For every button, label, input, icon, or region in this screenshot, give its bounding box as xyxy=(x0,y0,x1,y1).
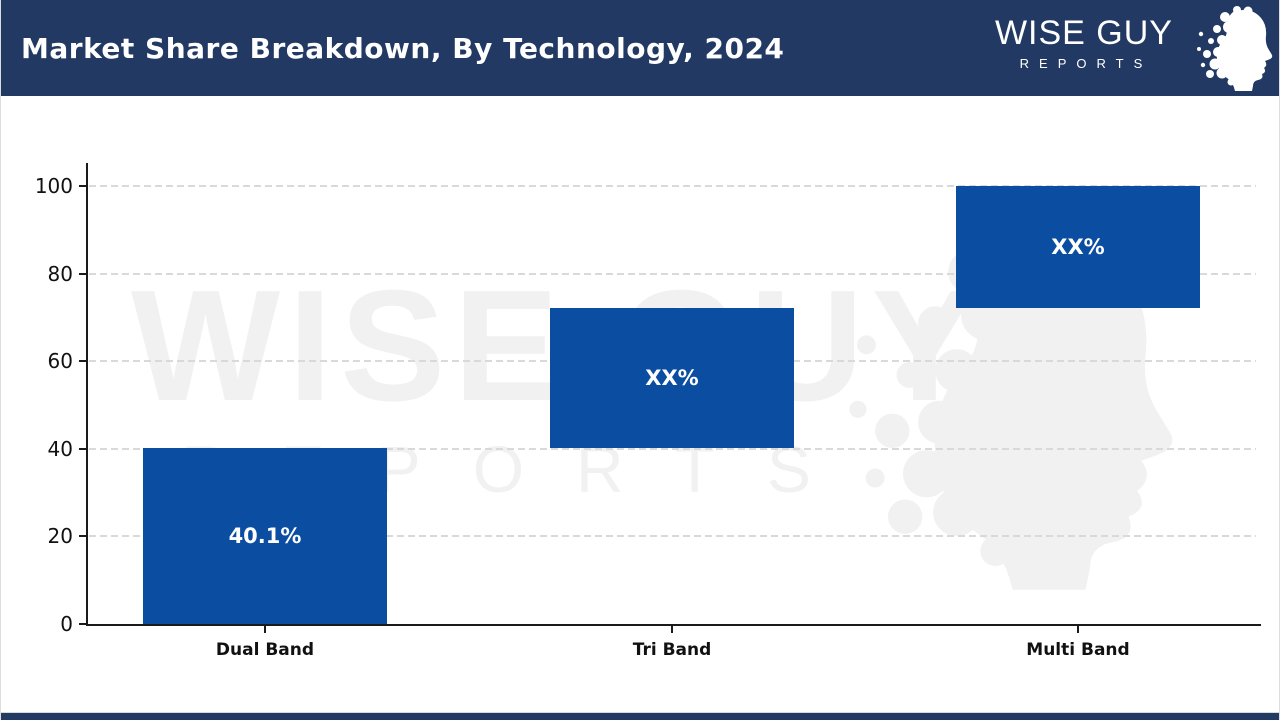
brand-reports-text: REPORTS xyxy=(1019,56,1153,71)
bar-value-label: XX% xyxy=(645,366,699,391)
x-tick-2 xyxy=(671,626,673,633)
bar-value-label: XX% xyxy=(1051,234,1105,259)
bar-multi-band: XX% xyxy=(956,186,1200,308)
y-tick-100 xyxy=(79,185,87,187)
page-title: Market Share Breakdown, By Technology, 2… xyxy=(21,31,785,65)
y-tick-label-40: 40 xyxy=(47,436,73,461)
y-tick-80 xyxy=(79,272,87,275)
bar-value-label: 40.1% xyxy=(228,524,302,549)
y-tick-label-100: 100 xyxy=(34,174,73,198)
header-bar: Market Share Breakdown, By Technology, 2… xyxy=(1,0,1279,96)
gridline-80 xyxy=(89,272,1256,275)
y-tick-60 xyxy=(79,360,87,363)
gridline-40 xyxy=(89,447,1256,450)
y-tick-label-20: 20 xyxy=(47,524,73,549)
brand-logo: WISE GUY REPORTS xyxy=(995,0,1273,96)
y-tick-label-0: 0 xyxy=(60,612,73,636)
y-tick-label-80: 80 xyxy=(47,261,73,286)
y-tick-20 xyxy=(79,535,87,538)
x-category-label-1: Dual Band xyxy=(215,640,315,660)
y-tick-label-60: 60 xyxy=(47,349,73,374)
x-axis-spine xyxy=(86,624,1261,626)
bar-tri-band: XX% xyxy=(550,307,794,449)
gridline-20 xyxy=(89,535,1256,538)
brand-head-icon xyxy=(1197,6,1273,91)
y-tick-40 xyxy=(79,447,87,450)
x-category-label-2: Tri Band xyxy=(632,640,712,660)
footer-bar xyxy=(1,712,1279,720)
brand-wordmark: WISE GUY xyxy=(994,14,1173,52)
x-tick-1 xyxy=(264,626,266,633)
bar-dual-band: 40.1% xyxy=(143,448,387,624)
x-tick-3 xyxy=(1077,626,1079,633)
y-axis-spine xyxy=(86,163,88,626)
gridline-100 xyxy=(89,185,1256,187)
y-tick-0 xyxy=(79,623,87,625)
brand-logo-text: WISE GUY REPORTS xyxy=(995,14,1173,71)
x-category-label-3: Multi Band xyxy=(1026,640,1130,660)
